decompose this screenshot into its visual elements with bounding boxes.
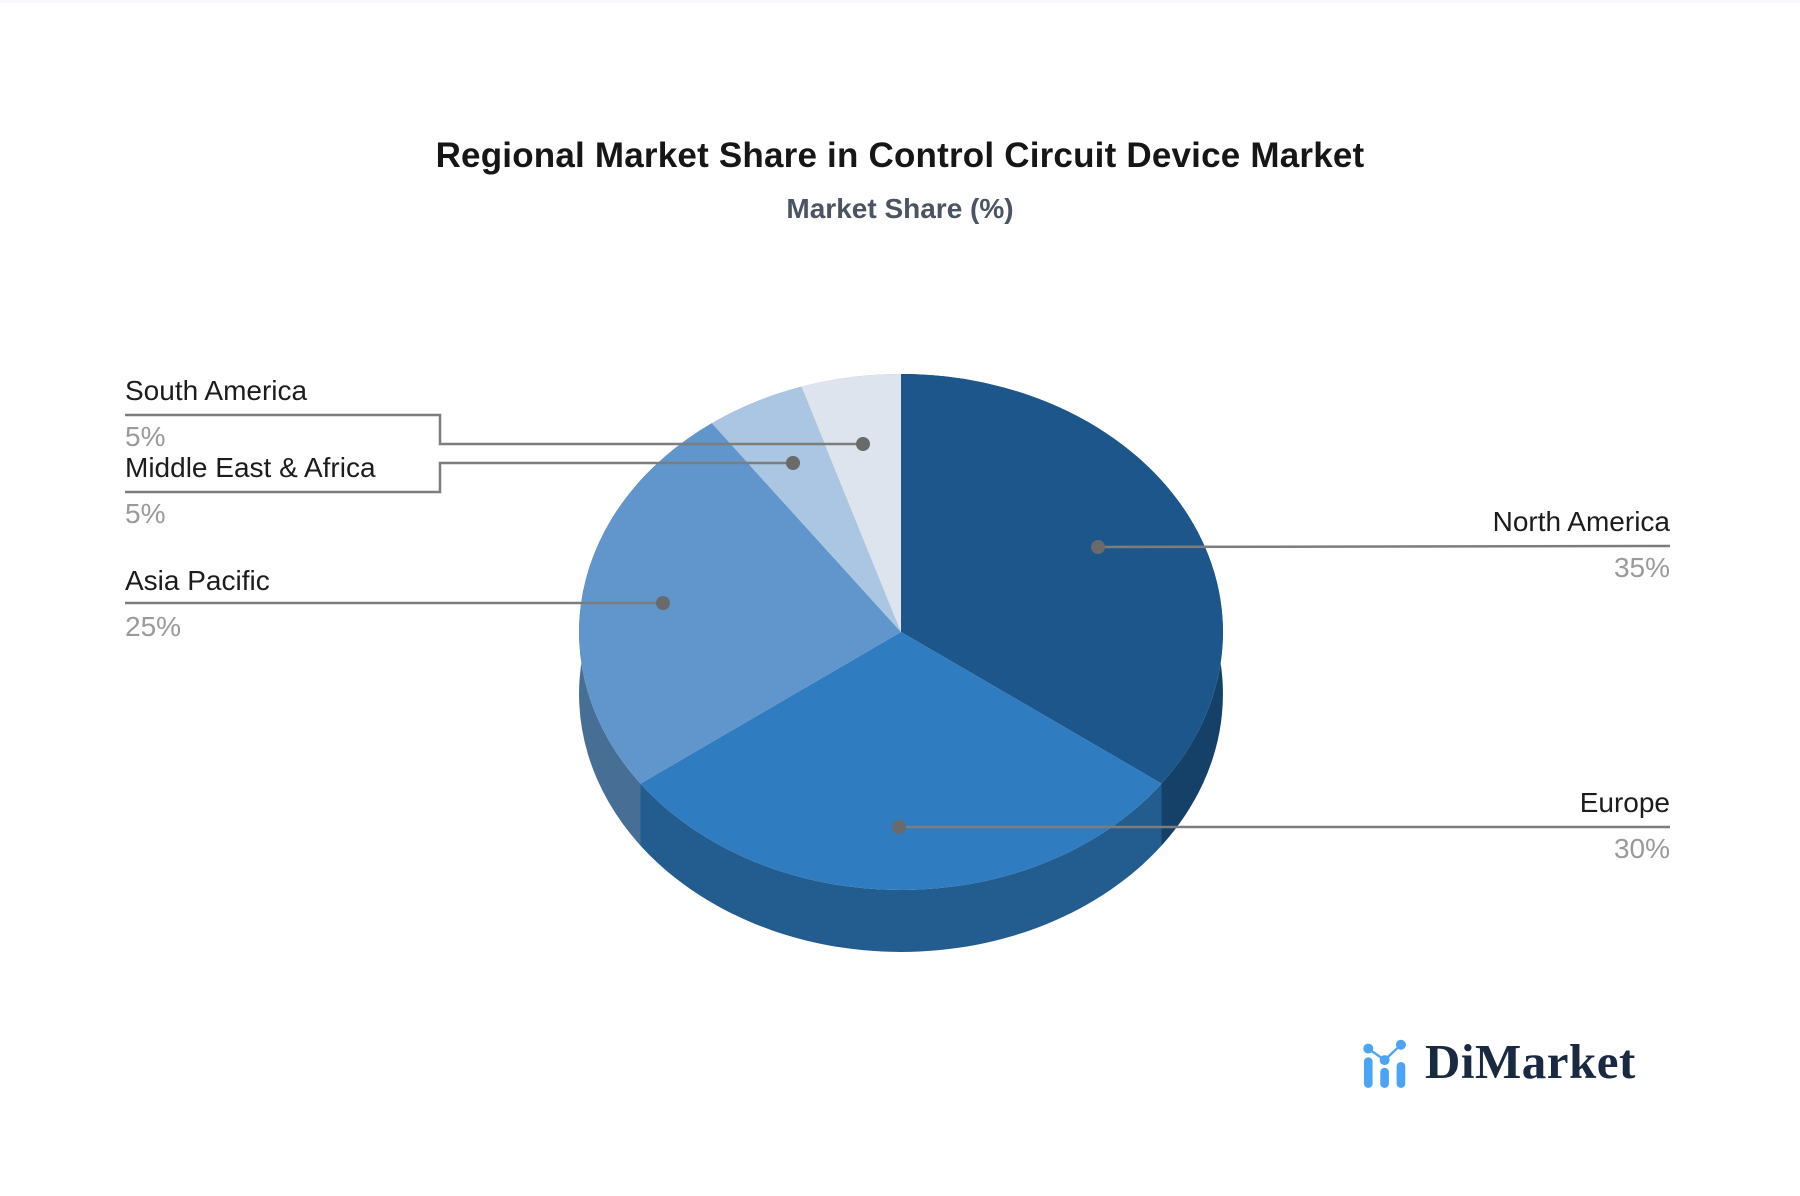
bar-chart-logo-icon bbox=[1363, 1039, 1406, 1088]
chart-title: Regional Market Share in Control Circuit… bbox=[435, 136, 1365, 175]
callout-line-north-america bbox=[1097, 544, 1671, 549]
callout-value: 5% bbox=[125, 498, 166, 529]
chart-subtitle: Market Share (%) bbox=[786, 193, 1014, 224]
pie-slice-europe bbox=[640, 632, 1162, 890]
callout-label: Asia Pacific bbox=[125, 565, 270, 596]
callout-value: 5% bbox=[125, 421, 166, 452]
callout-europe: Europe 30% bbox=[1580, 787, 1670, 865]
dimarket-logo: DiMarket bbox=[1363, 1036, 1636, 1088]
callout-label: South America bbox=[125, 375, 308, 406]
callout-label: Middle East & Africa bbox=[125, 452, 376, 483]
callout-label: Europe bbox=[1579, 787, 1670, 818]
pie-slice-north-america bbox=[901, 374, 1223, 784]
callout-asia-pacific: Asia Pacific 25% bbox=[125, 565, 270, 643]
callout-south-america: South America 5% bbox=[125, 375, 307, 453]
callout-line-south-america bbox=[125, 413, 863, 446]
pie-slice-asia-pacific bbox=[579, 423, 901, 784]
callout-north-america: North America 35% bbox=[1493, 506, 1670, 584]
callout-label: North America bbox=[1492, 506, 1670, 537]
pie-slice-south-america bbox=[801, 374, 901, 632]
callout-dot-asia-pacific bbox=[656, 596, 670, 610]
callout-dot-middle-east-africa bbox=[786, 456, 800, 470]
callout-value: 35% bbox=[1613, 552, 1670, 583]
callout-middle-east-africa: Middle East & Africa 5% bbox=[125, 452, 376, 530]
callout-dot-europe bbox=[892, 820, 906, 834]
pie-slice-side-europe bbox=[640, 783, 1162, 952]
pie-slice-middle-east-africa bbox=[711, 386, 901, 632]
callout-dot-north-america bbox=[1091, 540, 1105, 554]
callout-value: 25% bbox=[125, 611, 182, 642]
callout-dot-south-america bbox=[856, 437, 870, 451]
top-divider bbox=[0, 0, 1800, 3]
logo-text: DiMarket bbox=[1425, 1034, 1636, 1089]
callout-value: 30% bbox=[1613, 833, 1670, 864]
callout-line-middle-east-africa bbox=[125, 461, 793, 494]
